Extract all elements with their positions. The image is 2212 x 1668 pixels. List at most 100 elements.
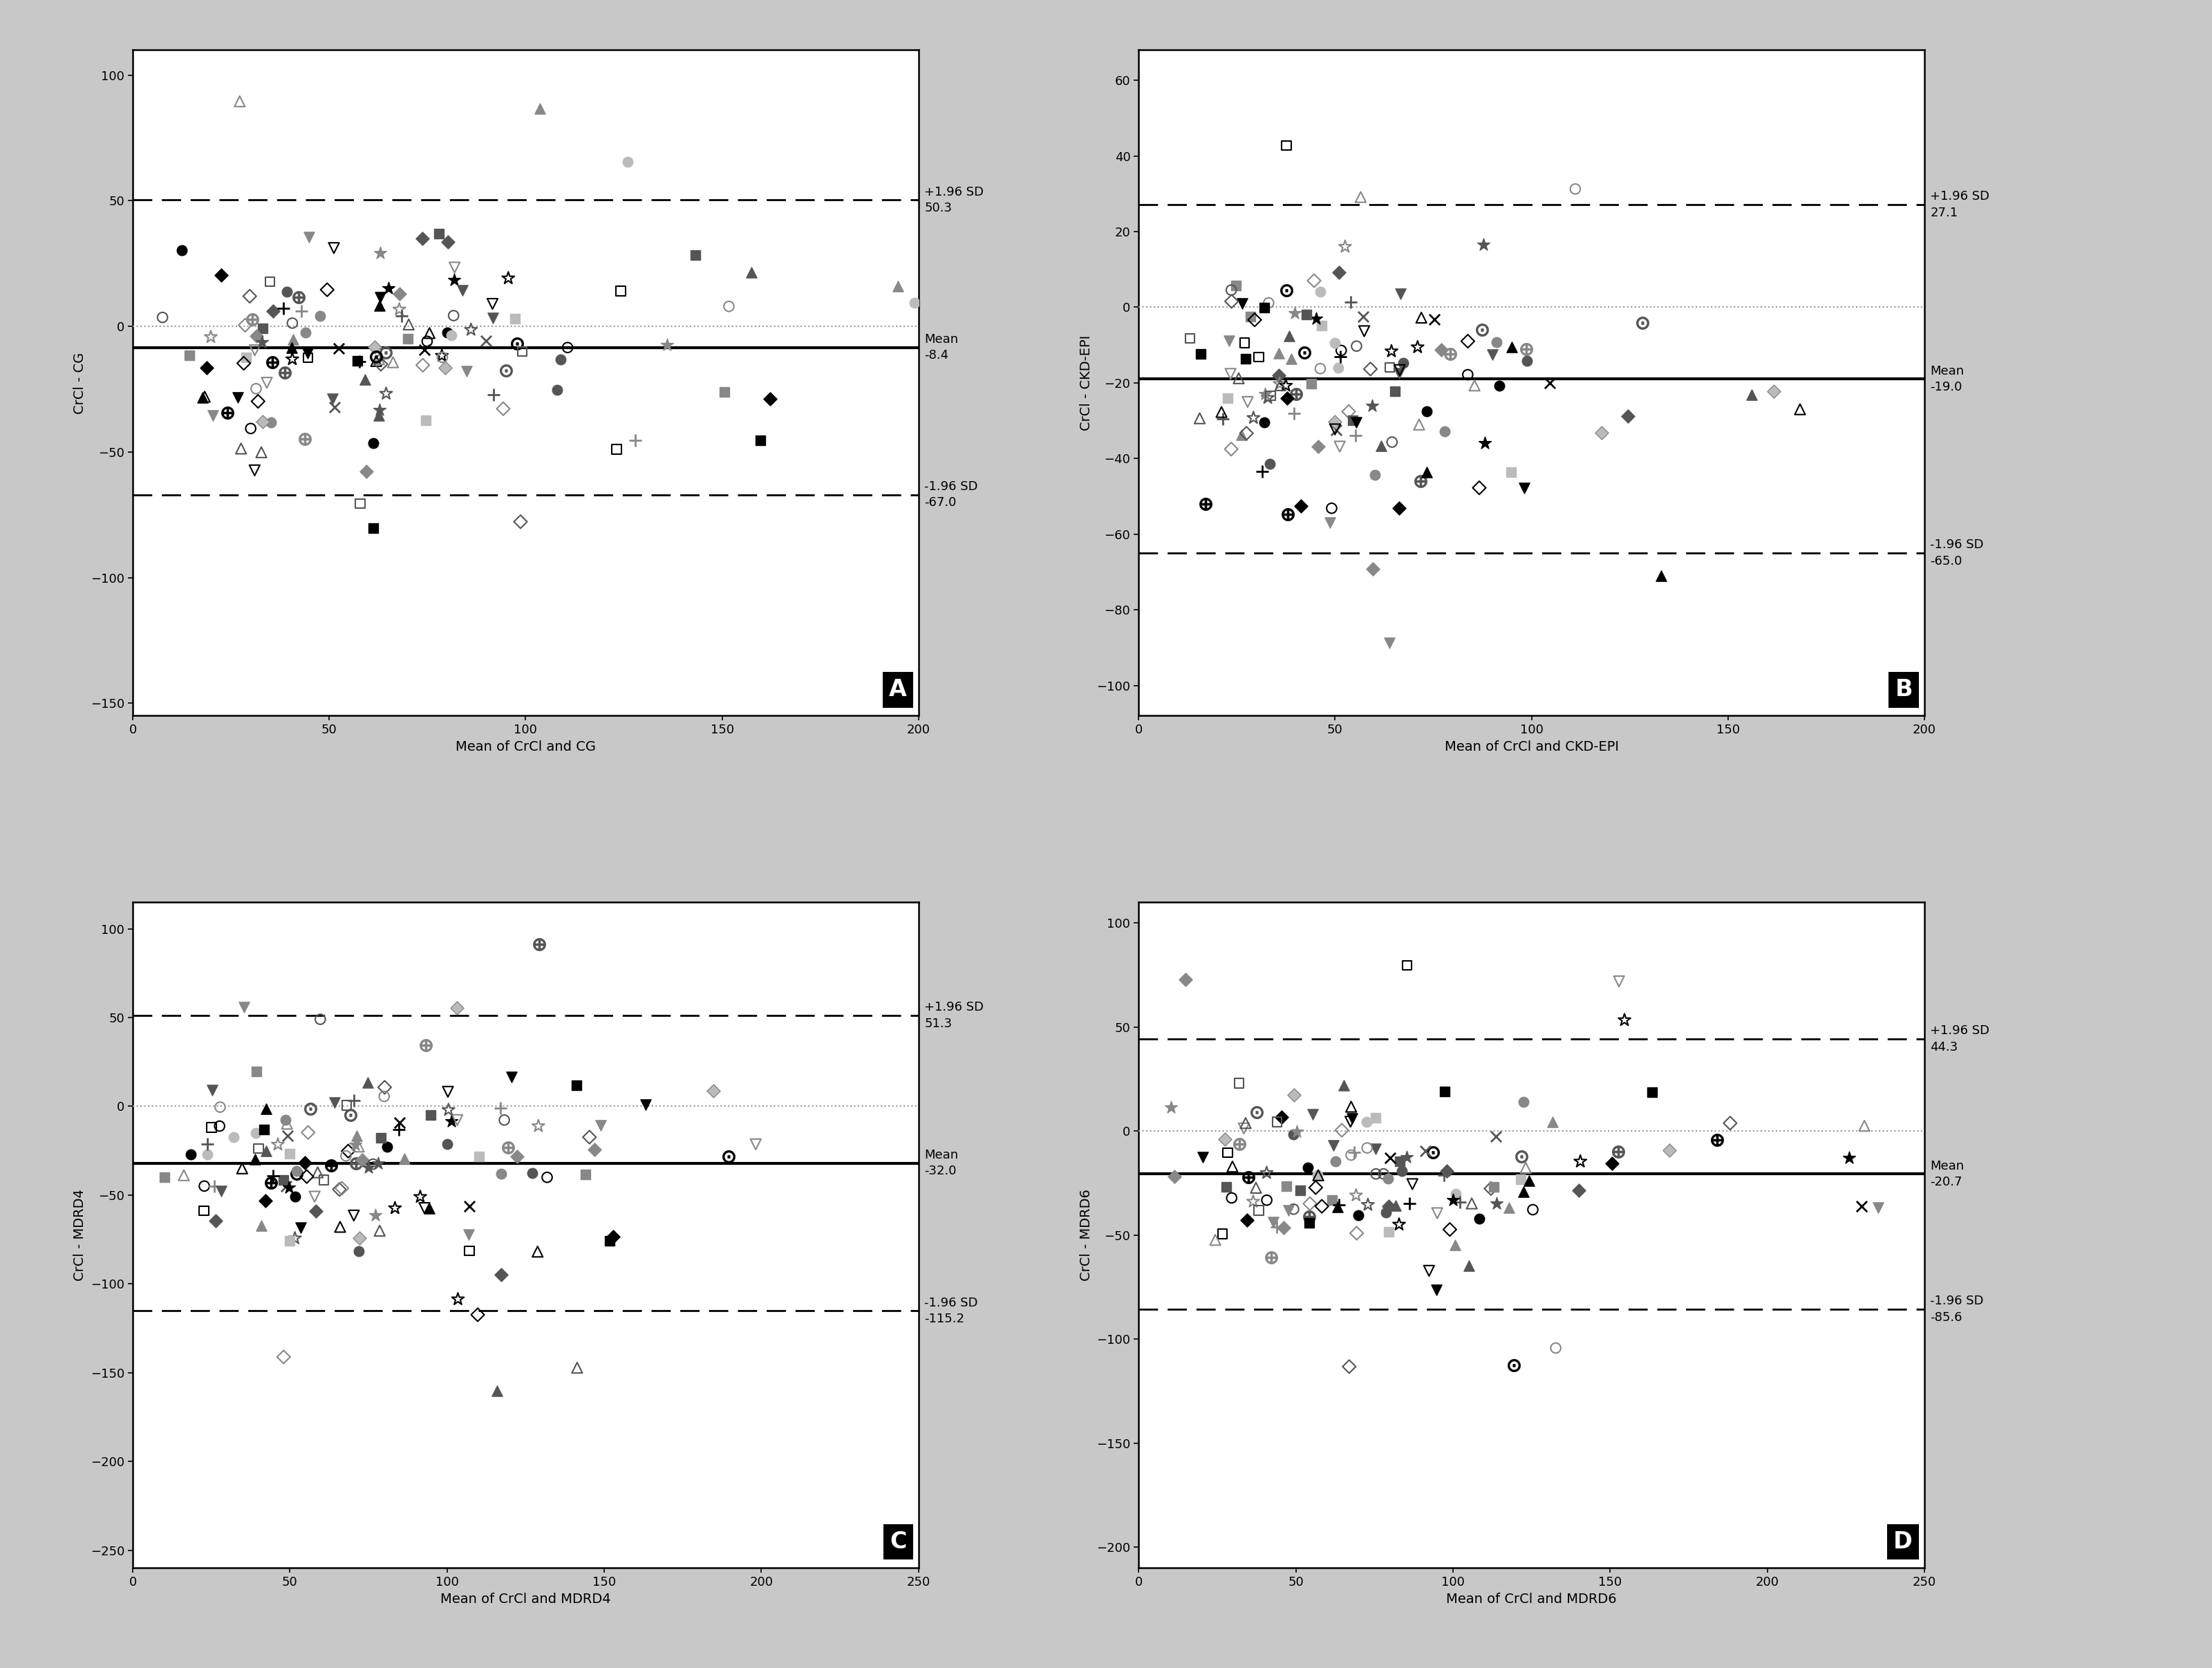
Point <box>1303 279 1338 305</box>
Point <box>409 1032 445 1059</box>
Point <box>1323 337 1358 364</box>
Point <box>407 1194 442 1221</box>
Point <box>210 399 246 425</box>
Point <box>1252 382 1287 409</box>
Text: -1.96 SD: -1.96 SD <box>925 480 978 492</box>
Point <box>1248 380 1283 407</box>
Point <box>261 1131 296 1158</box>
Point <box>1431 1216 1467 1243</box>
Text: -85.6: -85.6 <box>1931 1311 1962 1323</box>
Point <box>599 435 635 462</box>
Point <box>500 1143 535 1169</box>
Point <box>232 415 268 442</box>
Point <box>250 369 285 395</box>
Point <box>1385 1158 1420 1184</box>
Point <box>880 274 916 300</box>
Point <box>1250 1159 1285 1186</box>
Point <box>451 1221 487 1248</box>
Point <box>1427 1161 1462 1188</box>
Point <box>1409 459 1444 485</box>
Point <box>1436 1186 1471 1213</box>
Point <box>1491 1194 1526 1221</box>
Point <box>1294 370 1329 397</box>
Point <box>1332 399 1367 425</box>
Point <box>1334 1093 1369 1119</box>
Point <box>411 1194 447 1221</box>
Point <box>1230 1164 1265 1191</box>
Point <box>487 395 522 422</box>
Point <box>1480 1189 1515 1216</box>
Point <box>237 457 272 484</box>
Point <box>476 290 511 317</box>
Point <box>1562 1148 1597 1174</box>
Point <box>383 302 418 329</box>
Point <box>1371 1219 1407 1246</box>
Point <box>414 1101 449 1128</box>
Point <box>1451 1253 1486 1279</box>
Point <box>345 1146 380 1173</box>
Point <box>544 347 580 374</box>
Point <box>363 284 398 310</box>
Point <box>358 344 394 370</box>
Point <box>500 330 535 357</box>
Point <box>453 317 489 344</box>
Point <box>376 349 411 375</box>
Point <box>246 1116 281 1143</box>
Point <box>1624 309 1659 335</box>
Point <box>1509 335 1544 362</box>
Point <box>363 350 398 377</box>
Point <box>1422 337 1458 364</box>
Point <box>743 427 779 454</box>
Point <box>1464 317 1500 344</box>
Text: -8.4: -8.4 <box>925 349 949 362</box>
Point <box>338 1149 374 1176</box>
Point <box>1298 305 1334 332</box>
Point <box>1389 1144 1425 1171</box>
Point <box>1427 1078 1462 1104</box>
Point <box>1376 379 1411 405</box>
Point <box>1535 1109 1571 1136</box>
Point <box>429 1131 465 1158</box>
Point <box>1382 495 1418 522</box>
Point <box>445 277 480 304</box>
Point <box>1250 1188 1285 1214</box>
Point <box>1332 1353 1367 1379</box>
X-axis label: Mean of CrCl and MDRD6: Mean of CrCl and MDRD6 <box>1447 1593 1617 1606</box>
Text: -1.96 SD: -1.96 SD <box>925 1296 978 1309</box>
Point <box>491 1134 526 1161</box>
Point <box>1334 1108 1369 1134</box>
Point <box>1318 415 1354 442</box>
Point <box>1230 389 1265 415</box>
Point <box>290 340 325 367</box>
Point <box>522 95 557 122</box>
Point <box>330 1093 365 1119</box>
Point <box>358 1203 394 1229</box>
Point <box>1511 1168 1546 1194</box>
Point <box>341 349 376 375</box>
Point <box>1606 1007 1641 1034</box>
Point <box>1438 1231 1473 1258</box>
Point <box>1168 966 1203 992</box>
Point <box>1318 1148 1354 1174</box>
Point <box>383 280 418 307</box>
Point <box>343 490 378 517</box>
Text: D: D <box>1893 1531 1913 1553</box>
Point <box>283 1214 319 1241</box>
Point <box>1400 334 1436 360</box>
Point <box>1498 1351 1533 1378</box>
Point <box>1263 1104 1298 1131</box>
Point <box>571 1124 606 1151</box>
Point <box>476 305 511 332</box>
Point <box>383 295 418 322</box>
Point <box>405 352 440 379</box>
Point <box>431 1079 467 1106</box>
Point <box>314 1153 349 1179</box>
Point <box>1343 183 1378 210</box>
Point <box>290 1163 325 1189</box>
Point <box>438 254 473 280</box>
Point <box>288 425 323 452</box>
Point <box>1321 355 1356 382</box>
Point <box>330 1138 365 1164</box>
Point <box>1241 344 1276 370</box>
Point <box>1276 300 1312 327</box>
